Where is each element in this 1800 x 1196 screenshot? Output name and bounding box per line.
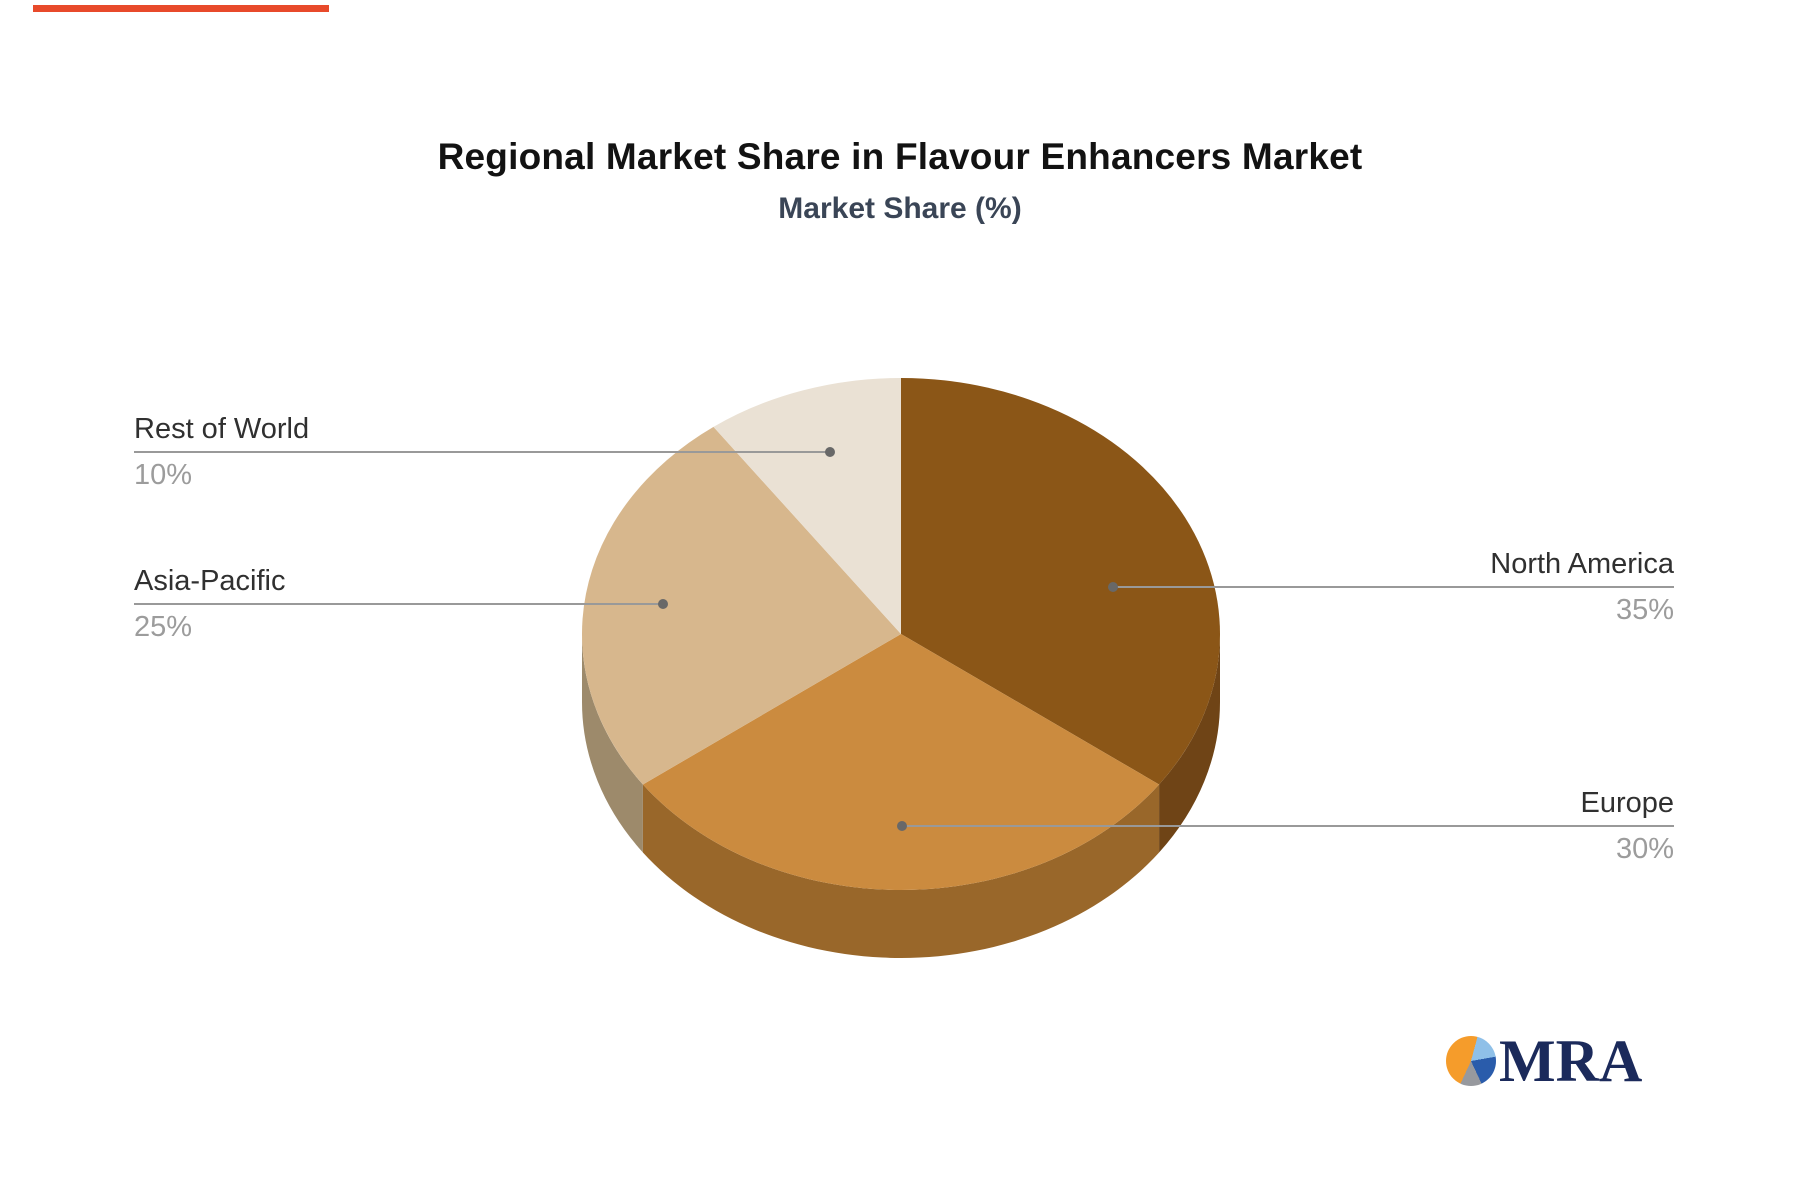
chart-subtitle: Market Share (%): [778, 192, 1022, 225]
label-rest-of-world: Rest of World 10%: [134, 414, 309, 490]
pie-slice-side-asia-pacific: [582, 634, 643, 853]
logo-text: MRA: [1499, 1028, 1643, 1094]
top-accent-bar: [33, 5, 329, 12]
slice-label: Rest of World: [134, 413, 310, 445]
pie-slice-side-north-america: [1159, 634, 1220, 853]
chart-title: Regional Market Share in Flavour Enhance…: [437, 136, 1363, 177]
pie-slice-north-america: [901, 378, 1220, 785]
pie-slice-side-europe: [642, 784, 1160, 958]
slice-percent: 35%: [1615, 594, 1674, 626]
pie-slice-asia-pacific: [582, 426, 901, 785]
leader-dot-north-america: [1108, 582, 1118, 592]
slice-label: Europe: [1580, 787, 1674, 819]
label-europe: Europe 30%: [1580, 788, 1674, 864]
slice-label: North America: [1490, 548, 1674, 580]
logo-pie-icon: [1446, 1036, 1496, 1086]
slice-percent: 25%: [134, 611, 193, 643]
label-north-america: North America 35%: [1490, 549, 1674, 625]
pie-slice-rest-of-world: [713, 378, 901, 634]
slice-percent: 10%: [134, 459, 193, 491]
leader-dot-rest-of-world: [825, 447, 835, 457]
leader-dot-europe: [897, 821, 907, 831]
slice-percent: 30%: [1615, 833, 1674, 865]
leader-dot-asia-pacific: [658, 599, 668, 609]
mra-logo: MRA: [1446, 1028, 1643, 1094]
slice-label: Asia-Pacific: [134, 565, 286, 597]
label-asia-pacific: Asia-Pacific 25%: [134, 566, 286, 642]
